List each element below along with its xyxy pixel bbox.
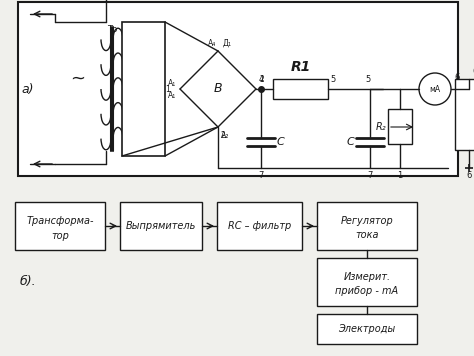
Text: 5: 5: [365, 75, 371, 84]
Text: тор: тор: [51, 231, 69, 241]
Bar: [18, 2, 458, 176]
Bar: [15, 202, 105, 250]
Bar: [455, 79, 474, 150]
Text: 6: 6: [466, 171, 472, 179]
Text: А₂: А₂: [221, 131, 229, 140]
Text: А₄: А₄: [208, 38, 216, 47]
Bar: [317, 314, 417, 344]
Text: C: C: [277, 137, 285, 147]
Text: Выпрямитель: Выпрямитель: [126, 221, 196, 231]
Text: прибор - mA: прибор - mA: [336, 286, 399, 296]
Bar: [217, 202, 302, 250]
Text: А₁: А₁: [168, 90, 176, 99]
Text: R1: R1: [291, 60, 310, 74]
Text: В: В: [214, 83, 222, 95]
Text: Измерит.: Измерит.: [344, 272, 391, 282]
Text: 5: 5: [330, 75, 335, 84]
Text: тока: тока: [355, 230, 379, 240]
Text: 7: 7: [258, 171, 264, 179]
Text: 4: 4: [258, 75, 264, 84]
Text: 2: 2: [260, 74, 265, 84]
Text: 6: 6: [454, 73, 459, 82]
Bar: [120, 202, 202, 250]
Text: RC – фильтр: RC – фильтр: [228, 221, 291, 231]
Text: мА: мА: [429, 84, 440, 94]
Text: 7: 7: [367, 171, 373, 179]
Bar: [317, 258, 417, 306]
Text: Тр: Тр: [107, 26, 117, 35]
Text: А₁: А₁: [168, 79, 176, 88]
Bar: [388, 109, 412, 144]
Text: 2: 2: [221, 131, 226, 140]
Text: C: C: [346, 137, 354, 147]
Text: Д₁: Д₁: [223, 38, 232, 47]
Text: 1: 1: [165, 84, 170, 94]
Text: R₂: R₂: [375, 122, 386, 132]
Text: 6: 6: [472, 67, 474, 75]
Bar: [317, 202, 417, 250]
Text: б).: б).: [20, 276, 36, 288]
Bar: [122, 22, 165, 156]
Text: ~: ~: [71, 70, 85, 88]
Text: 1: 1: [397, 171, 402, 179]
Text: Электроды: Электроды: [338, 324, 396, 334]
Text: Трансформа-: Трансформа-: [26, 216, 94, 226]
Text: а): а): [22, 83, 34, 95]
Text: Регулятор: Регулятор: [341, 216, 393, 226]
Bar: [273, 79, 328, 99]
